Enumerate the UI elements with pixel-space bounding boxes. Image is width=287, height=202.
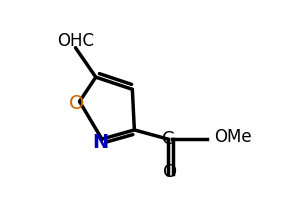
Text: OHC: OHC (57, 32, 94, 49)
Text: O: O (69, 94, 85, 113)
Text: N: N (93, 132, 109, 151)
Text: OMe: OMe (215, 128, 252, 146)
Text: O: O (163, 162, 177, 180)
Text: C: C (162, 130, 175, 148)
